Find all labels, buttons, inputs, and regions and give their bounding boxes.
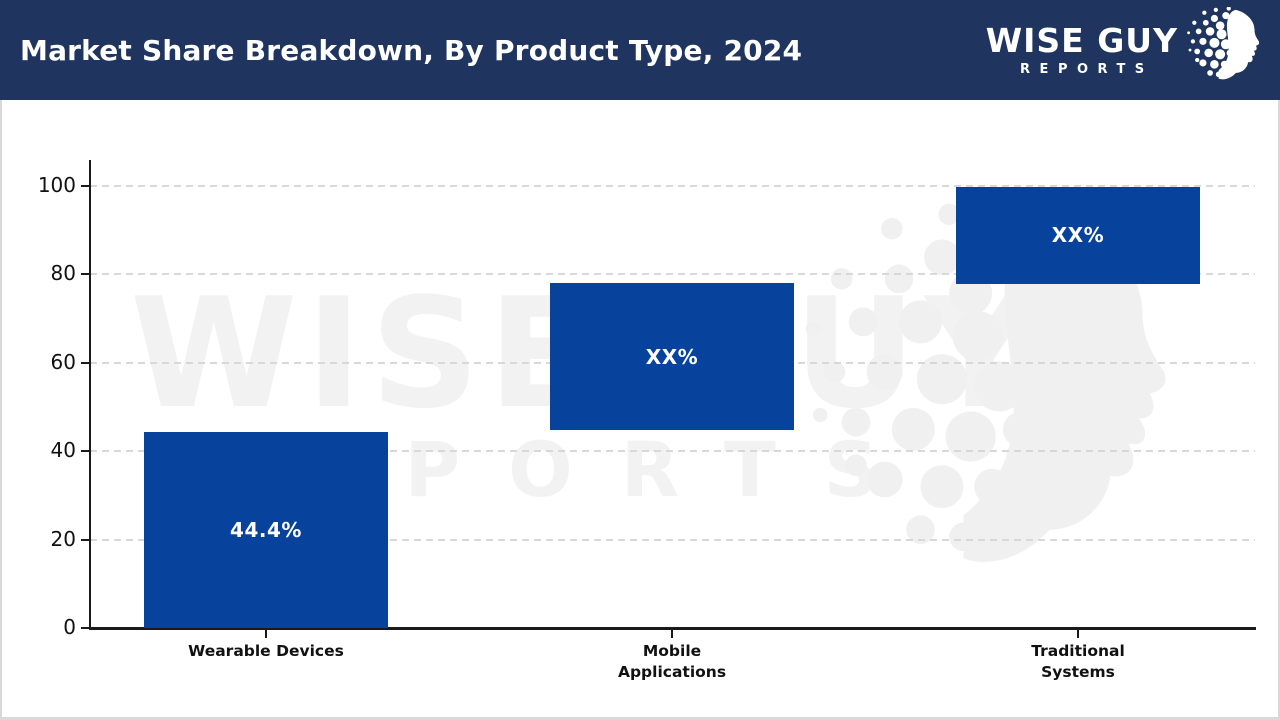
bar-segment: 44.4% [144, 431, 388, 628]
header: Market Share Breakdown, By Product Type,… [0, 0, 1280, 100]
bar-chart: 0 20 40 60 80 100 44.4% Wearable Devices XX% Mobi… [2, 100, 1278, 717]
y-tick-mark [81, 273, 89, 276]
y-tick-label: 80 [50, 261, 76, 286]
y-tick-mark [81, 538, 89, 541]
x-tick-mark [1077, 630, 1079, 638]
bar-segment: XX% [956, 186, 1200, 285]
y-tick-label: 100 [37, 173, 76, 197]
bar-value-label: 44.4% [230, 517, 302, 542]
y-tick-label: 60 [50, 349, 76, 374]
y-tick-label: 20 [50, 526, 76, 551]
gridline [90, 538, 1255, 541]
y-tick-mark [81, 361, 89, 364]
gridline [90, 185, 1255, 187]
bar-value-label: XX% [1051, 223, 1105, 248]
y-tick-mark [81, 185, 89, 187]
logo-face-icon [1187, 7, 1260, 80]
brand-logo-text: WISE GUY REPORTS [986, 24, 1178, 77]
page-title: Market Share Breakdown, By Product Type,… [20, 33, 803, 67]
x-axis-line [89, 627, 1256, 630]
logo-wordmark: WISE GUY [985, 20, 1178, 60]
x-tick-label: Wearable Devices [188, 642, 344, 660]
x-tick-mark [671, 630, 673, 638]
chart-area: WISE GUY REPORTS 0 20 40 60 80 100 44.4% Wearab… [0, 100, 1280, 720]
bar-segment: XX% [550, 283, 794, 430]
x-tick-mark [265, 630, 267, 638]
bar-value-label: XX% [645, 344, 699, 369]
y-tick-label: 0 [63, 615, 76, 639]
gridline [90, 273, 1255, 276]
brand-logo: WISE GUY REPORTS [986, 7, 1266, 93]
y-axis-line [89, 160, 91, 630]
x-tick-label: Mobile Applications [617, 642, 727, 682]
y-tick-mark [81, 450, 89, 453]
x-tick-label: Traditional Systems [1031, 642, 1125, 682]
gridline [90, 450, 1255, 453]
logo-subtext: REPORTS [1020, 61, 1154, 77]
y-tick-mark [81, 627, 89, 629]
y-tick-label: 40 [50, 438, 76, 463]
